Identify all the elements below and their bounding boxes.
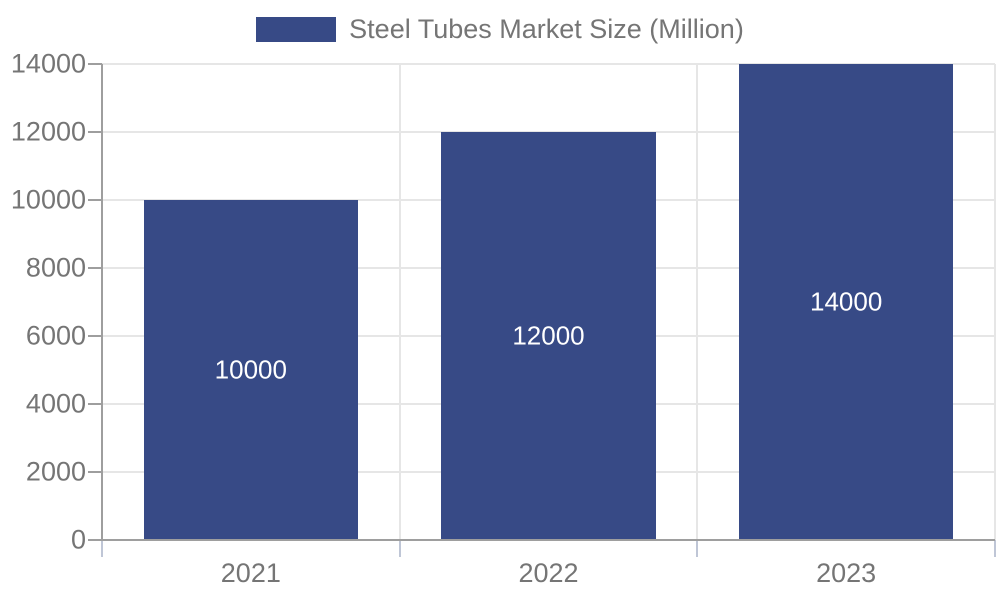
x-axis-category-label: 2021: [220, 558, 281, 588]
x-axis-tick: [398, 540, 401, 557]
y-axis-tick-label: 6000: [25, 320, 86, 351]
legend-swatch: [256, 17, 337, 42]
y-axis-tick: [88, 131, 102, 133]
x-axis-category-label: 2022: [518, 558, 579, 588]
y-axis-tick: [88, 267, 102, 269]
y-axis-tick-label: 8000: [25, 252, 86, 283]
x-axis-category-label: 2023: [816, 558, 877, 588]
y-axis-tick: [88, 199, 102, 201]
y-axis-tick: [88, 471, 102, 473]
y-axis-tick-label: 10000: [10, 184, 86, 215]
bar-value-label: 14000: [810, 286, 883, 317]
y-axis-tick: [88, 403, 102, 405]
y-axis-tick: [88, 335, 102, 337]
x-axis-tick: [101, 540, 103, 557]
x-axis-tick: [696, 540, 699, 557]
y-axis-tick-label: 14000: [10, 48, 86, 79]
bar-value-label: 10000: [214, 354, 287, 385]
bar-2023: [739, 64, 954, 539]
y-axis-tick: [88, 539, 102, 541]
y-axis-tick-label: 0: [70, 524, 86, 555]
v-gridline: [398, 64, 401, 540]
x-axis-line: [101, 539, 995, 541]
bar-2021: [143, 200, 358, 539]
legend-label: Steel Tubes Market Size (Million): [349, 14, 744, 44]
bar-value-label: 12000: [512, 320, 585, 351]
y-axis-line: [101, 64, 103, 540]
v-gridline: [696, 64, 699, 540]
y-axis-tick: [88, 63, 102, 65]
bar-2022: [441, 132, 656, 539]
y-axis-tick-label: 4000: [25, 388, 86, 419]
x-axis-tick: [994, 540, 996, 557]
legend: Steel Tubes Market Size (Million): [0, 14, 1000, 44]
v-gridline: [994, 64, 996, 540]
y-axis-tick-label: 2000: [25, 456, 86, 487]
y-axis-tick-label: 12000: [10, 116, 86, 147]
h-gridline: [102, 63, 995, 65]
